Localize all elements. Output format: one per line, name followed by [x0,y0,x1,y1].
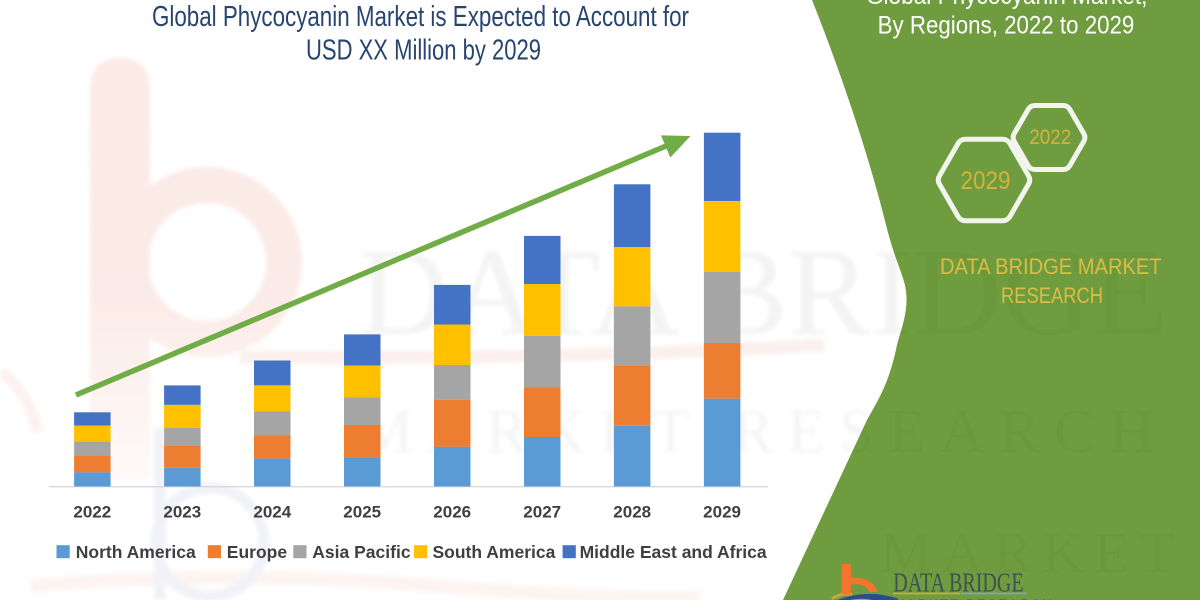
svg-text:2024: 2024 [253,503,291,522]
svg-text:North America: North America [76,542,196,562]
svg-text:Global Phycocyanin Market,: Global Phycocyanin Market, [866,0,1148,10]
svg-text:2025: 2025 [343,503,381,522]
svg-text:RESEARCH: RESEARCH [1001,283,1103,308]
svg-text:Global Phycocyanin Market is E: Global Phycocyanin Market is Expected to… [152,1,689,33]
svg-text:DATA BRIDGE MARKET: DATA BRIDGE MARKET [940,254,1162,279]
svg-text:2026: 2026 [433,503,471,522]
svg-text:2029: 2029 [961,167,1011,195]
svg-text:By Regions, 2022 to 2029: By Regions, 2022 to 2029 [878,12,1135,40]
svg-text:2029: 2029 [703,503,741,522]
svg-text:2023: 2023 [163,503,201,522]
svg-text:MARKET RESEARCH: MARKET RESEARCH [894,597,1054,600]
svg-text:DATA BRIDGE: DATA BRIDGE [893,567,1023,597]
svg-text:Europe: Europe [227,542,288,562]
svg-text:USD XX Million by 2029: USD XX Million by 2029 [306,34,541,66]
svg-text:Middle East and Africa: Middle East and Africa [580,542,767,562]
svg-text:2022: 2022 [1029,126,1071,149]
svg-text:Asia Pacific: Asia Pacific [312,542,411,562]
svg-text:South America: South America [433,542,556,562]
svg-text:2028: 2028 [613,503,651,522]
svg-text:2027: 2027 [523,503,561,522]
svg-text:2022: 2022 [73,503,111,522]
